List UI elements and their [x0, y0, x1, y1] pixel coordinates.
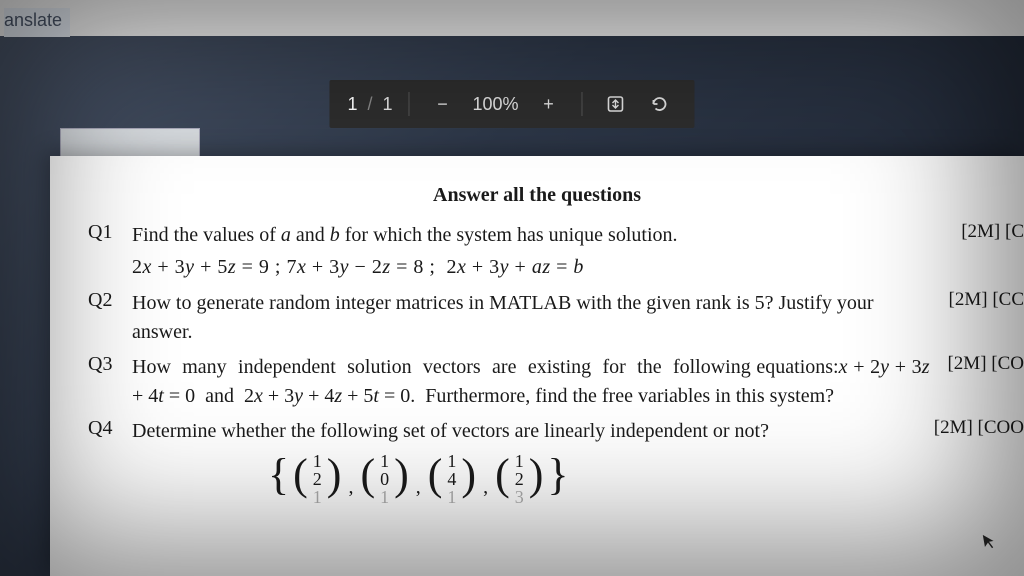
sheet-tab: [60, 128, 200, 156]
page-separator: /: [367, 94, 372, 115]
question-row: Q1 Find the values of a and b for which …: [88, 221, 1024, 250]
page-total: 1: [383, 94, 393, 115]
left-paren-icon: (: [495, 462, 510, 488]
zoom-out-button[interactable]: −: [426, 87, 460, 121]
vector-set: { ( 1 2 1 ) , ( 1 0 1 ) , ( 1 4 1 ) , ( …: [268, 452, 1024, 506]
question-number: Q3: [88, 353, 132, 376]
rotate-icon: [650, 94, 670, 114]
cursor-icon: [980, 530, 1000, 557]
right-paren-icon: ): [529, 462, 544, 488]
question-number: Q2: [88, 289, 132, 312]
question-text: Determine whether the following set of v…: [132, 417, 920, 446]
left-brace-icon: {: [268, 462, 289, 488]
translate-label: anslate: [4, 8, 70, 37]
question-row: Q3 How many independent solution vectors…: [88, 353, 1024, 411]
question-number: Q4: [88, 417, 132, 440]
document-page: Answer all the questions Q1 Find the val…: [50, 156, 1024, 576]
vector-column: 1 2 1: [313, 452, 322, 506]
right-paren-icon: ): [327, 462, 342, 488]
instruction-heading: Answer all the questions: [50, 184, 1024, 207]
rotate-button[interactable]: [643, 87, 677, 121]
browser-top-strip: [0, 0, 1024, 36]
right-paren-icon: ): [461, 462, 476, 488]
vector-column: 1 0 1: [380, 452, 389, 506]
pdf-toolbar: 1 / 1 − 100% +: [329, 80, 694, 128]
question-marks: [2M] [C: [947, 221, 1024, 243]
left-paren-icon: (: [293, 462, 308, 488]
zoom-level[interactable]: 100%: [470, 94, 522, 115]
question-text: How many independent solution vectors ar…: [132, 353, 933, 411]
fit-page-icon: [606, 94, 626, 114]
comma: ,: [416, 476, 421, 499]
question-text: How to generate random integer matrices …: [132, 289, 935, 347]
question-marks: [2M] [CC: [935, 289, 1024, 311]
right-paren-icon: ): [394, 462, 409, 488]
question-number: Q1: [88, 221, 132, 244]
toolbar-divider: [409, 92, 410, 116]
toolbar-divider: [582, 92, 583, 116]
vector-column: 1 4 1: [447, 452, 456, 506]
left-paren-icon: (: [360, 462, 375, 488]
question-marks: [2M] [COO: [920, 417, 1024, 439]
question-row: Q2 How to generate random integer matric…: [88, 289, 1024, 347]
comma: ,: [348, 476, 353, 499]
fit-page-button[interactable]: [599, 87, 633, 121]
zoom-in-button[interactable]: +: [532, 87, 566, 121]
vector-column: 1 2 3: [515, 452, 524, 506]
question-text: Find the values of a and b for which the…: [132, 221, 947, 250]
question-row: Q4 Determine whether the following set o…: [88, 417, 1024, 446]
left-paren-icon: (: [428, 462, 443, 488]
comma: ,: [483, 476, 488, 499]
question-equation: 2x + 3y + 5z = 9 ; 7x + 3y − 2z = 8 ; 2x…: [132, 256, 1024, 279]
page-current: 1: [347, 94, 357, 115]
question-marks: [2M] [CO: [933, 353, 1024, 375]
right-brace-icon: }: [547, 462, 568, 488]
